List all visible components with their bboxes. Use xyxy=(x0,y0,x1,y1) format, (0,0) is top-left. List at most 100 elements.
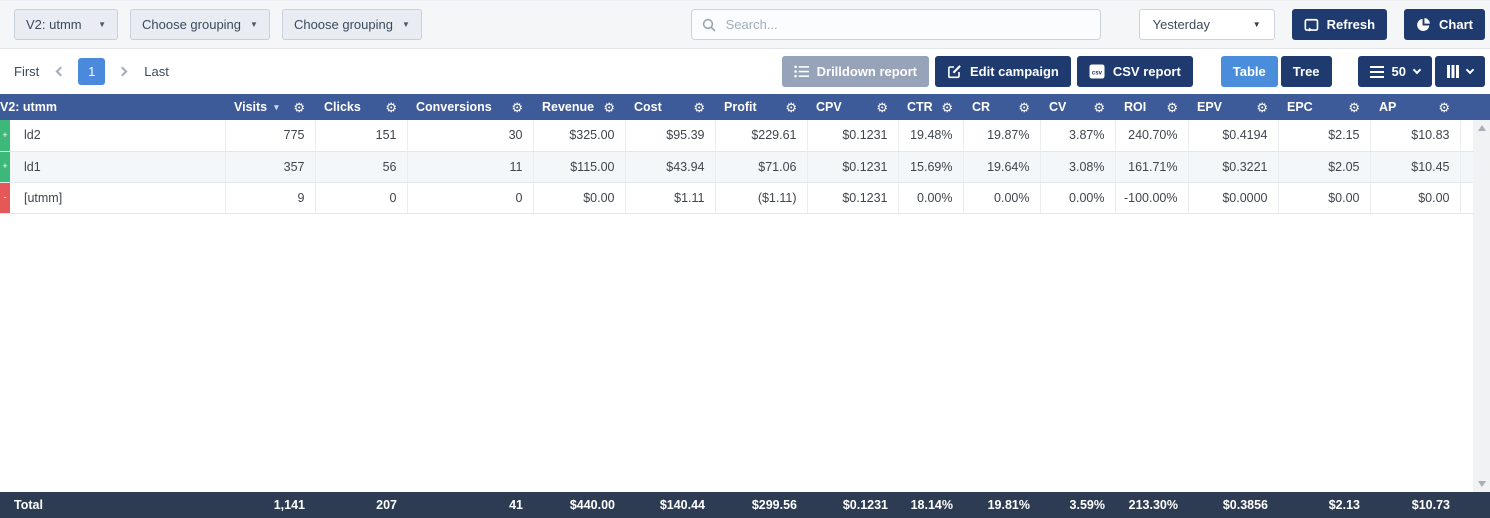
search-icon xyxy=(702,18,716,32)
gear-icon[interactable]: ⚙ xyxy=(1093,99,1105,115)
column-header-ap[interactable]: AP ⚙ xyxy=(1370,94,1460,120)
cell-ap: $0.00 xyxy=(1370,182,1461,214)
cell-clicks: 0 xyxy=(315,182,408,214)
rows-per-page-value: 50 xyxy=(1391,64,1406,79)
grouping-dropdown-2[interactable]: Choose grouping ▼ xyxy=(281,9,422,40)
search-input[interactable] xyxy=(723,16,1090,33)
header-filler xyxy=(1460,94,1490,120)
edit-campaign-button[interactable]: Edit campaign xyxy=(935,56,1071,87)
row-status-marker: - xyxy=(0,182,10,213)
total-cr: 19.81% xyxy=(963,492,1040,518)
column-header-cr[interactable]: CR ⚙ xyxy=(963,94,1040,120)
gear-icon[interactable]: ⚙ xyxy=(511,99,523,115)
total-roi: 213.30% xyxy=(1115,492,1188,518)
date-range-dropdown[interactable]: Yesterday ▼ xyxy=(1138,9,1275,40)
table-row[interactable]: - [utmm] 9 0 0 $0.00 $1.11 ($1.11) $0.12… xyxy=(0,182,1490,214)
column-header-cost[interactable]: Cost ⚙ xyxy=(625,94,715,120)
pagination-current-page[interactable]: 1 xyxy=(78,58,106,85)
column-header-cv[interactable]: CV ⚙ xyxy=(1040,94,1115,120)
pagination-first[interactable]: First xyxy=(14,64,40,79)
column-header-roi[interactable]: ROI ⚙ xyxy=(1115,94,1188,120)
chevron-down-icon xyxy=(1465,65,1475,74)
column-header-cpv[interactable]: CPV ⚙ xyxy=(807,94,898,120)
edit-icon xyxy=(947,64,962,79)
cell-cost: $95.39 xyxy=(625,120,716,152)
gear-icon[interactable]: ⚙ xyxy=(603,99,615,115)
cell-epc: $2.15 xyxy=(1278,120,1371,152)
vertical-scrollbar[interactable] xyxy=(1473,120,1490,492)
gear-icon[interactable]: ⚙ xyxy=(1018,99,1030,115)
csv-report-button[interactable]: csv CSV report xyxy=(1076,56,1193,87)
gear-icon[interactable]: ⚙ xyxy=(876,99,888,115)
pagination: First 1 Last xyxy=(14,58,169,85)
list-icon xyxy=(793,65,809,78)
columns-icon xyxy=(1447,65,1459,78)
csv-file-icon: csv xyxy=(1089,64,1105,79)
gear-icon[interactable]: ⚙ xyxy=(785,99,797,115)
column-header-ctr[interactable]: CTR ⚙ xyxy=(898,94,963,120)
search-box[interactable] xyxy=(690,9,1101,40)
cell-revenue: $115.00 xyxy=(533,151,626,183)
cell-ap: $10.45 xyxy=(1370,151,1461,183)
caret-down-icon: ▼ xyxy=(401,20,410,29)
column-header-revenue[interactable]: Revenue ⚙ xyxy=(533,94,625,120)
column-header-visits[interactable]: Visits ▾ ⚙ xyxy=(225,94,315,120)
scroll-down-icon[interactable] xyxy=(1477,481,1486,487)
view-toggle-tree[interactable]: Tree xyxy=(1280,56,1332,87)
cell-cpv: $0.1231 xyxy=(807,182,899,214)
refresh-label: Refresh xyxy=(1326,17,1376,32)
column-header-epc[interactable]: EPC ⚙ xyxy=(1278,94,1370,120)
view-toggle-table[interactable]: Table xyxy=(1220,56,1278,87)
cell-visits: 775 xyxy=(225,120,316,152)
cell-clicks: 56 xyxy=(315,151,408,183)
cell-conversions: 11 xyxy=(407,151,534,183)
gear-icon[interactable]: ⚙ xyxy=(1256,99,1268,115)
columns-dropdown[interactable] xyxy=(1435,56,1485,87)
chevron-down-icon xyxy=(1412,65,1422,74)
totals-row: Total 1,141 207 41 $440.00 $140.44 $299.… xyxy=(0,492,1490,518)
gear-icon[interactable]: ⚙ xyxy=(1438,99,1450,115)
date-range-label: Yesterday xyxy=(1152,17,1210,32)
total-cost: $140.44 xyxy=(625,492,715,518)
gear-icon[interactable]: ⚙ xyxy=(385,99,397,115)
gear-icon[interactable]: ⚙ xyxy=(693,99,705,115)
cell-cr: 19.87% xyxy=(963,120,1041,152)
grouping-dropdown-1[interactable]: Choose grouping ▼ xyxy=(130,9,270,40)
gear-icon[interactable]: ⚙ xyxy=(941,99,953,115)
gear-icon[interactable]: ⚙ xyxy=(1166,99,1178,115)
cell-ctr: 19.48% xyxy=(898,120,964,152)
caret-down-icon: ▼ xyxy=(1252,20,1261,29)
table-row[interactable]: + ld2 775 151 30 $325.00 $95.39 $229.61 … xyxy=(0,120,1490,152)
drilldown-report-label: Drilldown report xyxy=(816,64,918,79)
cell-conversions: 30 xyxy=(407,120,534,152)
drilldown-report-button[interactable]: Drilldown report xyxy=(781,56,930,87)
pagination-last[interactable]: Last xyxy=(144,64,169,79)
scroll-up-icon[interactable] xyxy=(1477,125,1486,131)
cell-ap: $10.83 xyxy=(1370,120,1461,152)
refresh-button[interactable]: Refresh xyxy=(1291,9,1388,40)
total-ctr: 18.14% xyxy=(898,492,963,518)
table-row[interactable]: + ld1 357 56 11 $115.00 $43.94 $71.06 $0… xyxy=(0,151,1490,183)
variable-dropdown[interactable]: V2: utmm ▼ xyxy=(14,9,118,40)
column-header-name[interactable]: V2: utmm xyxy=(0,94,225,120)
row-status-marker: + xyxy=(0,120,10,151)
chevron-right-icon[interactable] xyxy=(117,66,128,77)
column-header-epv[interactable]: EPV ⚙ xyxy=(1188,94,1278,120)
rows-per-page-dropdown[interactable]: 50 xyxy=(1357,56,1432,87)
total-clicks: 207 xyxy=(315,492,407,518)
gear-icon[interactable]: ⚙ xyxy=(1348,99,1360,115)
cell-ctr: 15.69% xyxy=(898,151,964,183)
chart-button[interactable]: Chart xyxy=(1404,9,1485,40)
total-conversions: 41 xyxy=(407,492,533,518)
column-header-clicks[interactable]: Clicks ⚙ xyxy=(315,94,407,120)
column-header-conversions[interactable]: Conversions ⚙ xyxy=(407,94,533,120)
cell-roi: -100.00% xyxy=(1115,182,1189,214)
cell-epv: $0.4194 xyxy=(1188,120,1279,152)
gear-icon[interactable]: ⚙ xyxy=(293,99,305,115)
column-header-profit[interactable]: Profit ⚙ xyxy=(715,94,807,120)
cell-profit: ($1.11) xyxy=(715,182,808,214)
cell-cv: 3.08% xyxy=(1040,151,1116,183)
pie-chart-icon xyxy=(1416,17,1431,32)
chevron-left-icon[interactable] xyxy=(55,66,66,77)
